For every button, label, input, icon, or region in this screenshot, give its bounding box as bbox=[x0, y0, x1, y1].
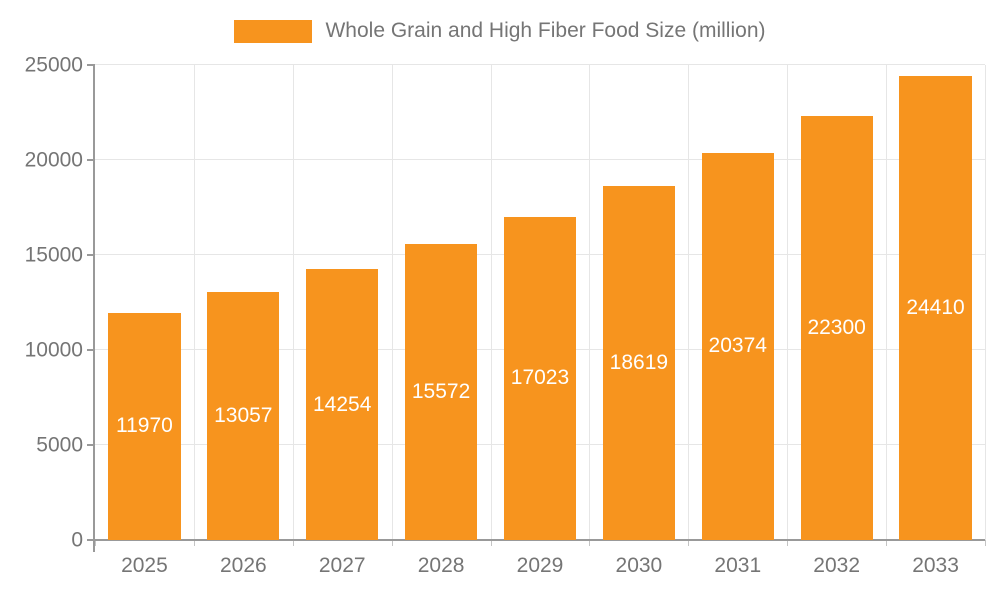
bar: 20374 bbox=[701, 152, 774, 540]
bar: 18619 bbox=[602, 186, 675, 540]
y-tick-label: 10000 bbox=[24, 338, 83, 362]
vertical-gridline bbox=[787, 65, 789, 540]
x-axis-tick-mark bbox=[292, 540, 294, 546]
bar-slot: 24410 bbox=[886, 65, 985, 540]
y-axis-labels: 0 5000 10000 15000 20000 25000 bbox=[0, 55, 83, 551]
bar: 22300 bbox=[800, 116, 873, 540]
x-axis-labels: 2025 2026 2027 2028 2029 2030 2031 2032 2033 bbox=[95, 553, 985, 583]
x-tick-label: 2029 bbox=[516, 554, 564, 577]
x-axis-tick-mark bbox=[95, 540, 96, 546]
bar-value-label: 18619 bbox=[609, 351, 669, 375]
bar-value-label: 14254 bbox=[312, 392, 372, 416]
x-tick-label: 2030 bbox=[615, 554, 663, 577]
legend-label: Whole Grain and High Fiber Food Size (mi… bbox=[325, 19, 766, 42]
x-axis-tick-mark bbox=[688, 540, 690, 546]
bar-value-label: 24410 bbox=[906, 296, 965, 320]
bar-value-label: 15572 bbox=[411, 380, 471, 404]
bar-slot: 15572 bbox=[392, 65, 491, 540]
bar: 17023 bbox=[503, 216, 577, 540]
bar-value-label: 17023 bbox=[510, 366, 570, 390]
vertical-gridline bbox=[688, 65, 690, 540]
y-axis-tick-mark bbox=[87, 349, 95, 351]
y-axis-tick-mark bbox=[87, 444, 95, 446]
legend-swatch-icon bbox=[234, 19, 313, 43]
bar: 11970 bbox=[108, 312, 181, 540]
y-tick-label: 25000 bbox=[24, 53, 83, 77]
x-tick-label: 2027 bbox=[318, 554, 366, 577]
bar-value-label: 22300 bbox=[807, 316, 866, 340]
x-axis-tick-mark bbox=[193, 540, 195, 546]
bar-slot: 18619 bbox=[589, 65, 688, 540]
x-tick-label: 2031 bbox=[714, 554, 762, 577]
x-axis-tick-mark bbox=[490, 540, 492, 546]
bar: 14254 bbox=[306, 269, 379, 540]
bar-slot: 13057 bbox=[194, 65, 293, 540]
bar-value-label: 20374 bbox=[708, 334, 767, 358]
horizontal-gridline bbox=[95, 159, 985, 160]
y-tick-label: 0 bbox=[71, 528, 83, 552]
x-tick-label: 2033 bbox=[912, 554, 959, 577]
x-axis-tick-mark bbox=[787, 540, 789, 546]
plot-area: 11970 13057 14254 15572 17023 18619 20374 22300… bbox=[87, 64, 986, 552]
y-axis-tick-mark bbox=[87, 64, 95, 66]
y-tick-label: 15000 bbox=[24, 243, 83, 267]
vertical-gridline bbox=[886, 65, 888, 540]
x-axis-tick-mark bbox=[886, 540, 888, 546]
x-tick-label: 2025 bbox=[121, 554, 168, 577]
bar-slot: 22300 bbox=[787, 65, 886, 540]
x-tick-label: 2028 bbox=[417, 554, 465, 577]
y-tick-label: 20000 bbox=[24, 148, 83, 172]
vertical-gridline bbox=[391, 65, 393, 540]
vertical-gridline bbox=[490, 65, 492, 540]
horizontal-gridline bbox=[95, 64, 985, 65]
legend[interactable]: Whole Grain and High Fiber Food Size (mi… bbox=[0, 19, 1000, 43]
y-axis-tick-mark bbox=[87, 159, 95, 161]
bar-value-label: 13057 bbox=[214, 403, 273, 427]
y-axis-tick-mark bbox=[87, 254, 95, 256]
bar: 24410 bbox=[899, 76, 972, 540]
vertical-gridline bbox=[292, 65, 294, 540]
bar: 13057 bbox=[207, 291, 280, 540]
x-tick-label: 2032 bbox=[813, 554, 861, 577]
x-tick-label: 2026 bbox=[219, 554, 267, 577]
vertical-gridline bbox=[589, 65, 591, 540]
y-tick-label: 5000 bbox=[36, 433, 83, 457]
bar-slot: 17023 bbox=[491, 65, 590, 540]
bar: 15572 bbox=[405, 244, 478, 540]
x-axis-tick-mark bbox=[985, 540, 986, 546]
x-axis-tick-mark bbox=[391, 540, 393, 546]
vertical-gridline bbox=[985, 65, 986, 540]
y-axis-line bbox=[93, 65, 95, 552]
x-axis-line bbox=[89, 539, 985, 541]
bar-value-label: 11970 bbox=[116, 414, 173, 438]
bar-slot: 20374 bbox=[688, 65, 787, 540]
bar-slot: 14254 bbox=[293, 65, 392, 540]
vertical-gridline bbox=[193, 65, 195, 540]
bar-slot: 11970 bbox=[95, 65, 194, 540]
x-axis-tick-mark bbox=[589, 540, 591, 546]
